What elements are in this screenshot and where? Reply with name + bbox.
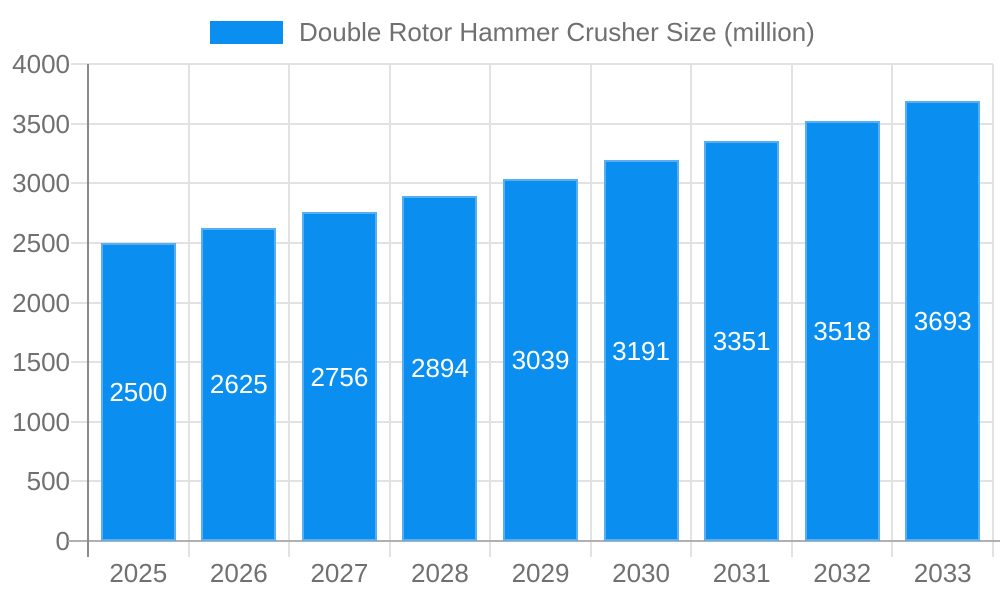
bar-value-label: 3351 (712, 326, 771, 357)
legend-item[interactable]: Double Rotor Hammer Crusher Size (millio… (210, 18, 815, 46)
bar-value-label: 2500 (109, 376, 168, 407)
bar-value-label: 3518 (813, 316, 872, 347)
y-axis-tick-label: 0 (55, 526, 70, 556)
y-axis-tick-label: 3000 (12, 168, 70, 199)
x-axis-tick-label: 2025 (109, 558, 168, 588)
gridline-horizontal (71, 122, 993, 125)
bar-value-label: 2625 (209, 369, 268, 400)
y-axis-tick-label: 2000 (12, 287, 70, 318)
bar-2028 (402, 195, 478, 541)
bar-2027 (301, 212, 377, 541)
gridline-vertical (187, 64, 190, 557)
bar-2031 (704, 141, 780, 541)
gridline-vertical (489, 64, 492, 557)
bar-value-label: 2894 (411, 353, 469, 384)
gridline-vertical (388, 64, 391, 557)
y-axis-tick-label: 2500 (12, 227, 70, 258)
bar-2026 (201, 227, 277, 541)
x-axis-tick-label: 2031 (712, 558, 771, 588)
y-axis-tick-label: 1500 (12, 347, 70, 378)
bar-value-label: 3191 (612, 335, 670, 366)
bar-2030 (603, 160, 679, 541)
legend-label: Double Rotor Hammer Crusher Size (millio… (299, 17, 815, 47)
gridline-vertical (891, 64, 894, 557)
gridline-vertical (790, 64, 793, 557)
bar-2029 (503, 178, 578, 541)
gridline-horizontal (71, 63, 993, 65)
bar-value-label: 3039 (511, 344, 570, 375)
bar-2033 (905, 100, 981, 541)
x-axis-tick-label: 2033 (913, 558, 972, 588)
bar-2025 (100, 242, 176, 541)
gridline-vertical (288, 64, 291, 557)
x-axis-tick-label: 2029 (511, 558, 570, 588)
x-axis-tick-label: 2030 (612, 558, 670, 588)
bar-value-label: 3693 (913, 305, 972, 336)
gridline-vertical (992, 64, 994, 557)
legend-color-swatch-icon (210, 20, 283, 44)
x-axis-tick-label: 2032 (813, 558, 872, 588)
y-axis-tick-label: 4000 (12, 49, 70, 79)
legend: Double Rotor Hammer Crusher Size (millio… (0, 0, 1000, 55)
x-axis-tick-label: 2026 (209, 558, 268, 588)
bar-2032 (804, 121, 880, 541)
gridline-vertical (690, 64, 693, 557)
y-axis-tick-label: 500 (26, 466, 70, 497)
y-axis-tick-label: 3500 (12, 108, 70, 139)
y-axis-tick-label: 1000 (12, 406, 70, 437)
x-axis-tick-label: 2028 (411, 558, 469, 588)
gridline-vertical (589, 64, 592, 557)
x-axis-line (68, 540, 1000, 542)
x-axis-tick-label: 2027 (310, 558, 369, 588)
y-axis-line (87, 64, 89, 557)
bar-value-label: 2756 (310, 361, 369, 392)
